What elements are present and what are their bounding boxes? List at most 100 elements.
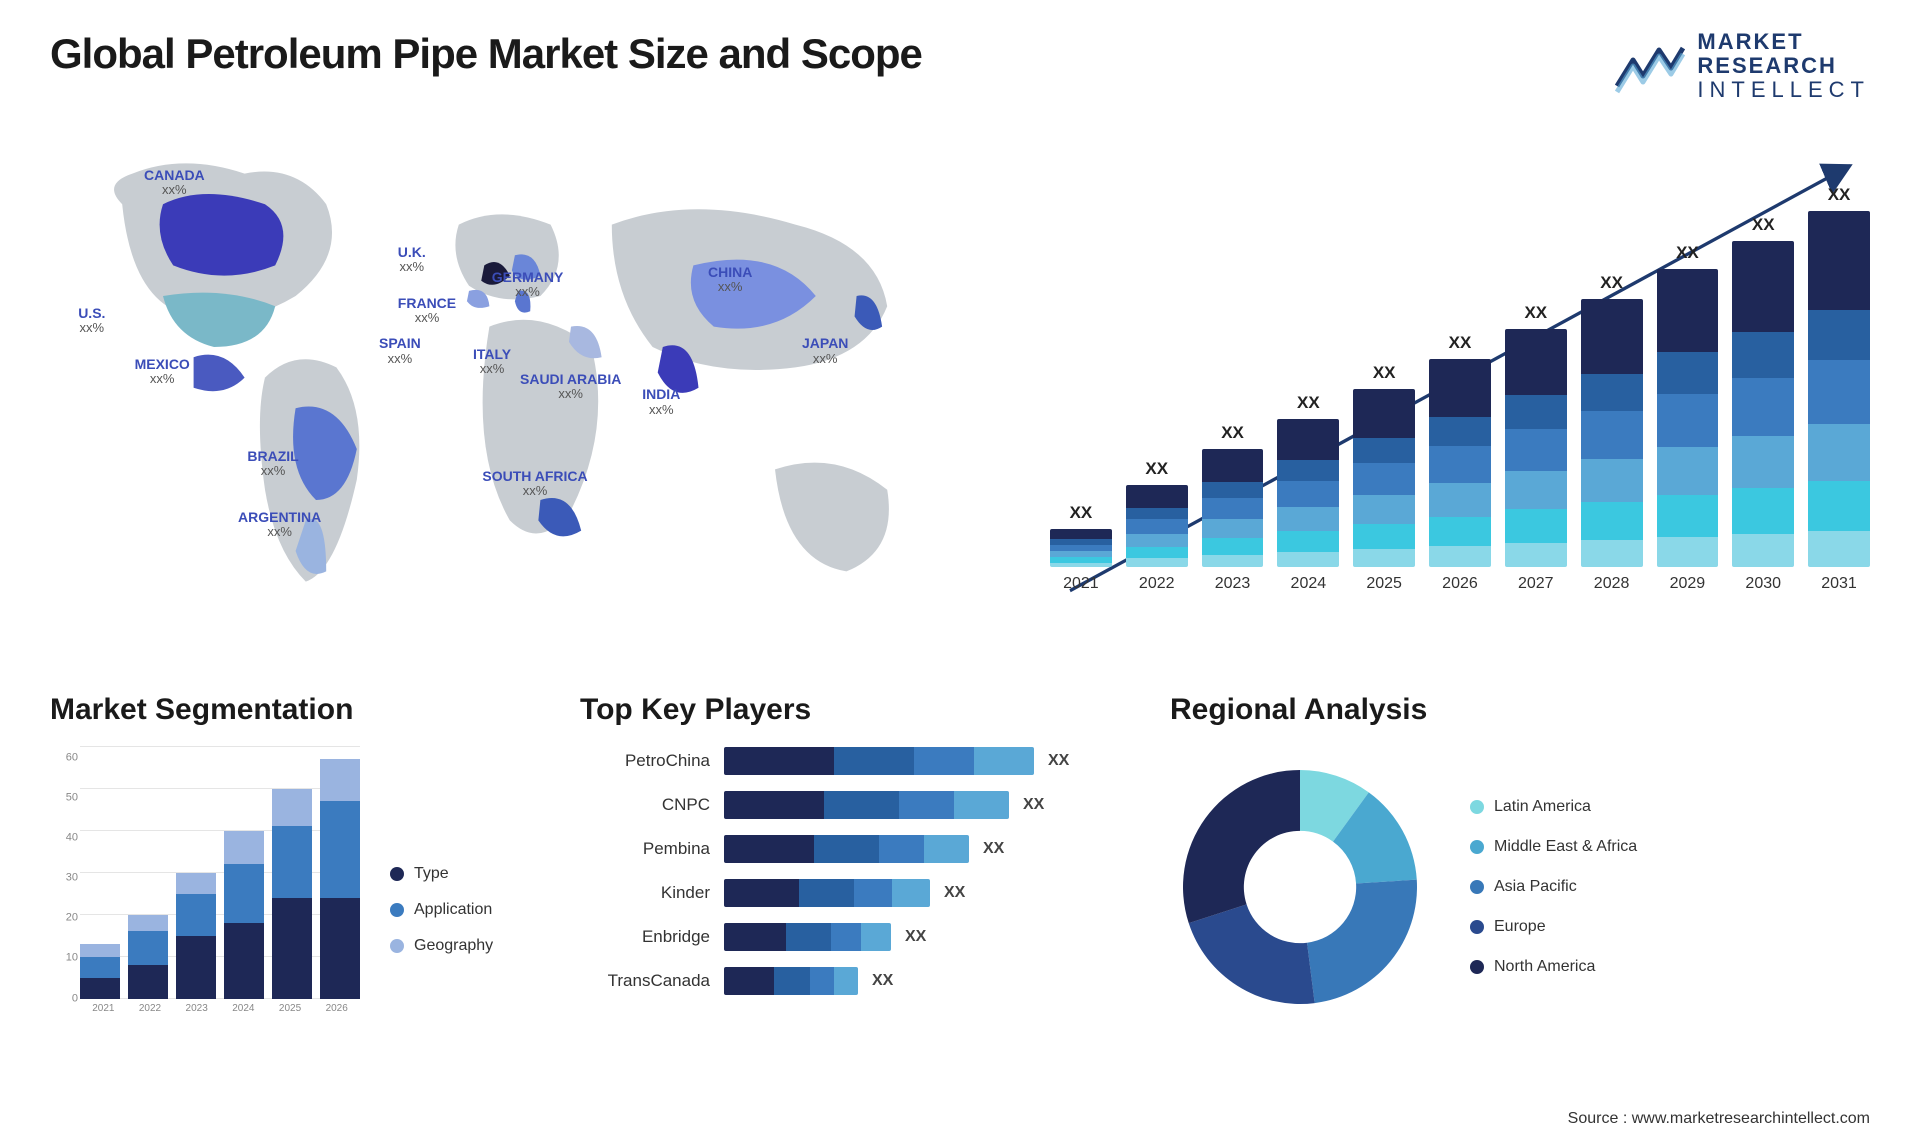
segmentation-section: Market Segmentation 0102030405060 202120…: [50, 693, 530, 1073]
player-name: Enbridge: [580, 927, 710, 947]
growth-year: 2028: [1594, 575, 1630, 593]
seg-bar: [128, 915, 168, 999]
map-label: INDIAxx%: [642, 387, 680, 417]
players-title: Top Key Players: [580, 693, 1120, 727]
growth-bar-col: XX 2031: [1808, 185, 1870, 593]
player-name: Pembina: [580, 839, 710, 859]
map-label: CHINAxx%: [708, 265, 752, 295]
seg-xlabel: 2026: [313, 1003, 360, 1027]
page-title: Global Petroleum Pipe Market Size and Sc…: [50, 30, 922, 78]
growth-value: XX: [1297, 393, 1320, 413]
map-label: MEXICOxx%: [135, 357, 190, 387]
seg-bar: [176, 873, 216, 999]
seg-bar: [80, 944, 120, 999]
growth-bar-col: XX 2030: [1732, 215, 1794, 593]
legend-dot: [1470, 920, 1484, 934]
growth-year: 2027: [1518, 575, 1554, 593]
player-name: TransCanada: [580, 971, 710, 991]
header: Global Petroleum Pipe Market Size and Sc…: [50, 30, 1870, 103]
growth-bar-col: XX 2028: [1581, 273, 1643, 593]
map-label: ARGENTINAxx%: [238, 510, 321, 540]
seg-xlabel: 2023: [173, 1003, 220, 1027]
top-row: CANADAxx%U.S.xx%MEXICOxx%BRAZILxx%ARGENT…: [50, 143, 1870, 653]
player-row: PetroChina XX: [580, 747, 1120, 775]
players-section: Top Key Players PetroChina XX CNPC XX Pe…: [580, 693, 1120, 1073]
growth-value: XX: [1600, 273, 1623, 293]
legend-dot: [1470, 840, 1484, 854]
player-bar: [724, 835, 969, 863]
player-value: XX: [872, 972, 893, 990]
map-label: FRANCExx%: [398, 296, 456, 326]
legend-item: Latin America: [1470, 798, 1637, 816]
segmentation-title: Market Segmentation: [50, 693, 530, 727]
growth-value: XX: [1524, 303, 1547, 323]
source-text: Source : www.marketresearchintellect.com: [1568, 1110, 1870, 1128]
logo-icon: [1615, 38, 1685, 94]
growth-year: 2026: [1442, 575, 1478, 593]
seg-ytick: 30: [50, 873, 78, 884]
logo-text-1: MARKET: [1697, 30, 1870, 54]
growth-bar-col: XX 2025: [1353, 363, 1415, 593]
legend-item: Asia Pacific: [1470, 878, 1637, 896]
player-bar: [724, 923, 891, 951]
player-row: TransCanada XX: [580, 967, 1120, 995]
growth-year: 2022: [1139, 575, 1175, 593]
player-row: Enbridge XX: [580, 923, 1120, 951]
map-label: SOUTH AFRICAxx%: [482, 469, 587, 499]
legend-dot: [1470, 960, 1484, 974]
seg-ytick: 40: [50, 832, 78, 843]
growth-chart: XX 2021 XX 2022 XX 2023 XX 2024 XX 2025 …: [1050, 143, 1870, 653]
growth-bar-col: XX 2024: [1277, 393, 1339, 593]
legend-dot: [1470, 880, 1484, 894]
legend-item: Middle East & Africa: [1470, 838, 1637, 856]
legend-dot: [1470, 800, 1484, 814]
growth-bar-col: XX 2023: [1202, 423, 1264, 593]
player-name: PetroChina: [580, 751, 710, 771]
growth-value: XX: [1373, 363, 1396, 383]
map-label: CANADAxx%: [144, 168, 205, 198]
growth-year: 2031: [1821, 575, 1857, 593]
growth-year: 2024: [1291, 575, 1327, 593]
legend-item: Application: [390, 901, 493, 919]
logo-text-2: RESEARCH: [1697, 54, 1870, 78]
donut-slice: [1189, 904, 1315, 1004]
seg-bar: [320, 759, 360, 998]
seg-xlabel: 2021: [80, 1003, 127, 1027]
legend-dot: [390, 939, 404, 953]
player-bar: [724, 967, 858, 995]
seg-ytick: 60: [50, 752, 78, 763]
player-bar: [724, 791, 1009, 819]
growth-year: 2021: [1063, 575, 1099, 593]
legend-dot: [390, 903, 404, 917]
player-name: CNPC: [580, 795, 710, 815]
brand-logo: MARKET RESEARCH INTELLECT: [1615, 30, 1870, 103]
regional-section: Regional Analysis Latin America Middle Ea…: [1170, 693, 1870, 1073]
donut-slice: [1307, 879, 1417, 1002]
growth-value: XX: [1676, 243, 1699, 263]
seg-xlabel: 2024: [220, 1003, 267, 1027]
donut-slice: [1183, 770, 1300, 923]
legend-item: Geography: [390, 937, 493, 955]
player-bar: [724, 879, 930, 907]
seg-ytick: 0: [50, 993, 78, 1004]
growth-value: XX: [1449, 333, 1472, 353]
map-label: GERMANYxx%: [492, 270, 564, 300]
player-value: XX: [1048, 752, 1069, 770]
player-value: XX: [983, 840, 1004, 858]
growth-bar-col: XX 2026: [1429, 333, 1491, 593]
map-label: BRAZILxx%: [247, 449, 298, 479]
growth-bar-col: XX 2029: [1657, 243, 1719, 593]
player-value: XX: [905, 928, 926, 946]
growth-value: XX: [1221, 423, 1244, 443]
player-row: Kinder XX: [580, 879, 1120, 907]
regional-title: Regional Analysis: [1170, 693, 1870, 727]
seg-bar: [272, 789, 312, 999]
seg-xlabel: 2022: [127, 1003, 174, 1027]
map-label: JAPANxx%: [802, 336, 848, 366]
growth-year: 2029: [1670, 575, 1706, 593]
player-row: Pembina XX: [580, 835, 1120, 863]
logo-text-3: INTELLECT: [1697, 78, 1870, 102]
player-value: XX: [1023, 796, 1044, 814]
seg-xlabel: 2025: [267, 1003, 314, 1027]
growth-value: XX: [1070, 503, 1093, 523]
